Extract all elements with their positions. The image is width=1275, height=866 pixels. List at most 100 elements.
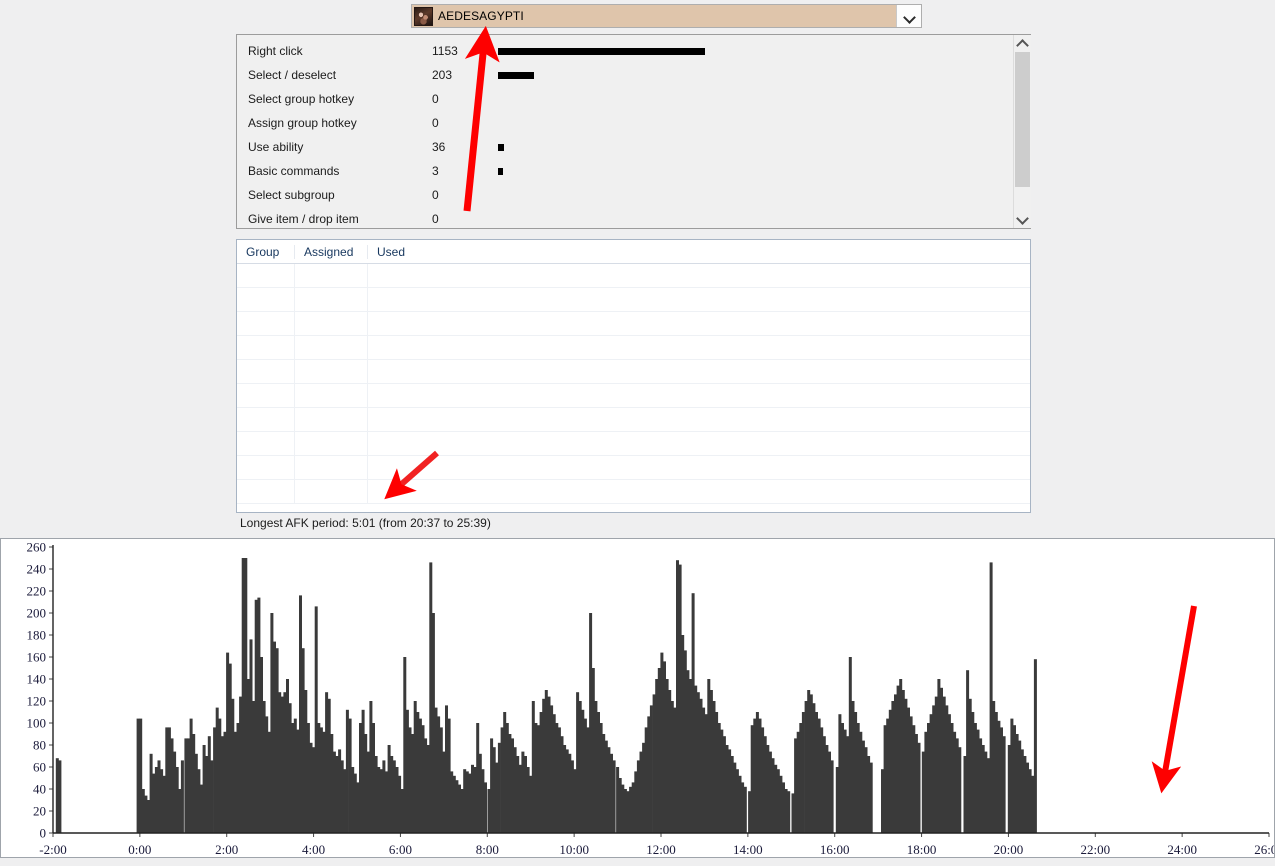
histogram-bar xyxy=(861,740,865,833)
histogram-bar xyxy=(610,753,613,833)
histogram-bar xyxy=(774,764,778,833)
histogram-bar xyxy=(894,694,897,833)
table-row[interactable] xyxy=(237,264,1030,288)
histogram-bar xyxy=(524,756,527,833)
stats-row[interactable]: Use ability 36 xyxy=(237,135,1013,159)
histogram-bar xyxy=(497,742,501,833)
stats-row[interactable]: Select subgroup 0 xyxy=(237,183,1013,207)
table-row[interactable] xyxy=(237,432,1030,456)
histogram-bar xyxy=(1015,734,1019,833)
table-cell xyxy=(237,480,294,503)
histogram-bar xyxy=(390,756,394,833)
stats-row-label: Right click xyxy=(248,44,303,58)
histogram-bar xyxy=(557,727,561,833)
histogram-bar xyxy=(265,716,269,833)
histogram-bar xyxy=(160,769,164,833)
histogram-bar xyxy=(322,731,326,833)
stats-row-label: Basic commands xyxy=(248,164,340,178)
table-row[interactable] xyxy=(237,312,1030,336)
histogram-bar xyxy=(167,727,171,833)
table-row[interactable] xyxy=(237,480,1030,504)
histogram-bar xyxy=(851,701,855,833)
histogram-bar xyxy=(843,729,847,833)
stats-row[interactable]: Assign group hotkey 0 xyxy=(237,111,1013,135)
stats-row[interactable]: Select / deselect 203 xyxy=(237,63,1013,87)
unit-select-combobox[interactable]: AEDESAGYPTI xyxy=(411,4,922,28)
histogram-bar xyxy=(351,767,355,833)
histogram-bar xyxy=(356,782,360,833)
stats-scrollbar[interactable] xyxy=(1013,35,1031,228)
histogram-bar xyxy=(634,771,638,833)
y-tick-label: 0 xyxy=(40,826,47,841)
scrollbar-thumb[interactable] xyxy=(1014,52,1030,187)
histogram-bar xyxy=(799,723,803,833)
stats-row[interactable]: Right click 1153 xyxy=(237,39,1013,63)
histogram-bar xyxy=(348,718,352,833)
table-row[interactable] xyxy=(237,360,1030,384)
scroll-up-icon[interactable] xyxy=(1013,35,1031,52)
histogram-bar xyxy=(586,727,590,833)
histogram-bar xyxy=(400,789,404,833)
stats-row[interactable]: Select group hotkey 0 xyxy=(237,87,1013,111)
histogram-bar xyxy=(652,694,656,833)
unit-select-value: AEDESAGYPTI xyxy=(438,9,524,23)
stats-row-value: 3 xyxy=(432,164,439,178)
table-row[interactable] xyxy=(237,336,1030,360)
chevron-down-icon xyxy=(905,12,914,21)
histogram-bar xyxy=(612,760,616,833)
group-hotkey-grid[interactable]: Group Assigned Used xyxy=(236,239,1031,513)
histogram-bar xyxy=(642,742,646,833)
stats-row[interactable]: Give item / drop item 0 xyxy=(237,207,1013,231)
histogram-bar xyxy=(741,782,745,833)
y-tick-label: 140 xyxy=(27,672,47,687)
histogram-bar xyxy=(395,767,399,833)
histogram-bar xyxy=(817,718,821,833)
histogram-bar xyxy=(246,679,250,833)
histogram-bar xyxy=(387,745,391,833)
histogram-bar xyxy=(604,740,608,833)
histogram-bar xyxy=(511,738,514,833)
histogram-bar xyxy=(753,718,757,833)
x-tick-label: 20:00 xyxy=(994,842,1024,857)
histogram-bar xyxy=(971,712,975,833)
histogram-bar xyxy=(1013,725,1016,833)
histogram-bar xyxy=(623,789,627,833)
histogram-bar xyxy=(763,736,767,833)
histogram-bar xyxy=(273,641,276,833)
scrollbar-track[interactable] xyxy=(1013,52,1031,211)
scroll-down-icon[interactable] xyxy=(1013,211,1031,228)
histogram-bar xyxy=(141,789,145,833)
histogram-bar xyxy=(353,773,357,833)
histogram-bar xyxy=(591,668,595,833)
histogram-bar xyxy=(838,714,842,833)
table-row[interactable] xyxy=(237,456,1030,480)
table-cell xyxy=(367,384,1030,407)
histogram-bar xyxy=(968,698,972,833)
table-row[interactable] xyxy=(237,288,1030,312)
y-tick-label: 100 xyxy=(27,716,47,731)
table-row[interactable] xyxy=(237,408,1030,432)
action-stats-list[interactable]: Right click 1153 Select / deselect 203 Selec… xyxy=(237,35,1013,228)
combobox-dropdown-button[interactable] xyxy=(896,5,921,27)
x-tick-label: 6:00 xyxy=(389,842,412,857)
histogram-bar xyxy=(896,685,900,833)
histogram-bar xyxy=(309,742,313,833)
histogram-bar xyxy=(1031,775,1035,833)
histogram-bar xyxy=(822,736,826,833)
histogram-bar xyxy=(416,712,420,833)
y-tick-label: 20 xyxy=(33,804,46,819)
histogram-bar xyxy=(364,734,368,833)
histogram-bar xyxy=(231,698,235,833)
table-cell xyxy=(237,360,294,383)
histogram-bar xyxy=(233,731,237,833)
x-tick-label: 12:00 xyxy=(646,842,676,857)
table-row[interactable] xyxy=(237,384,1030,408)
histogram-bar xyxy=(254,599,258,833)
histogram-bar xyxy=(226,652,230,833)
histogram-bar xyxy=(267,731,271,833)
stats-row[interactable]: Basic commands 3 xyxy=(237,159,1013,183)
histogram-bar xyxy=(239,696,243,833)
grid-body[interactable] xyxy=(237,264,1030,512)
table-cell xyxy=(294,264,367,287)
histogram-bar xyxy=(794,738,798,833)
